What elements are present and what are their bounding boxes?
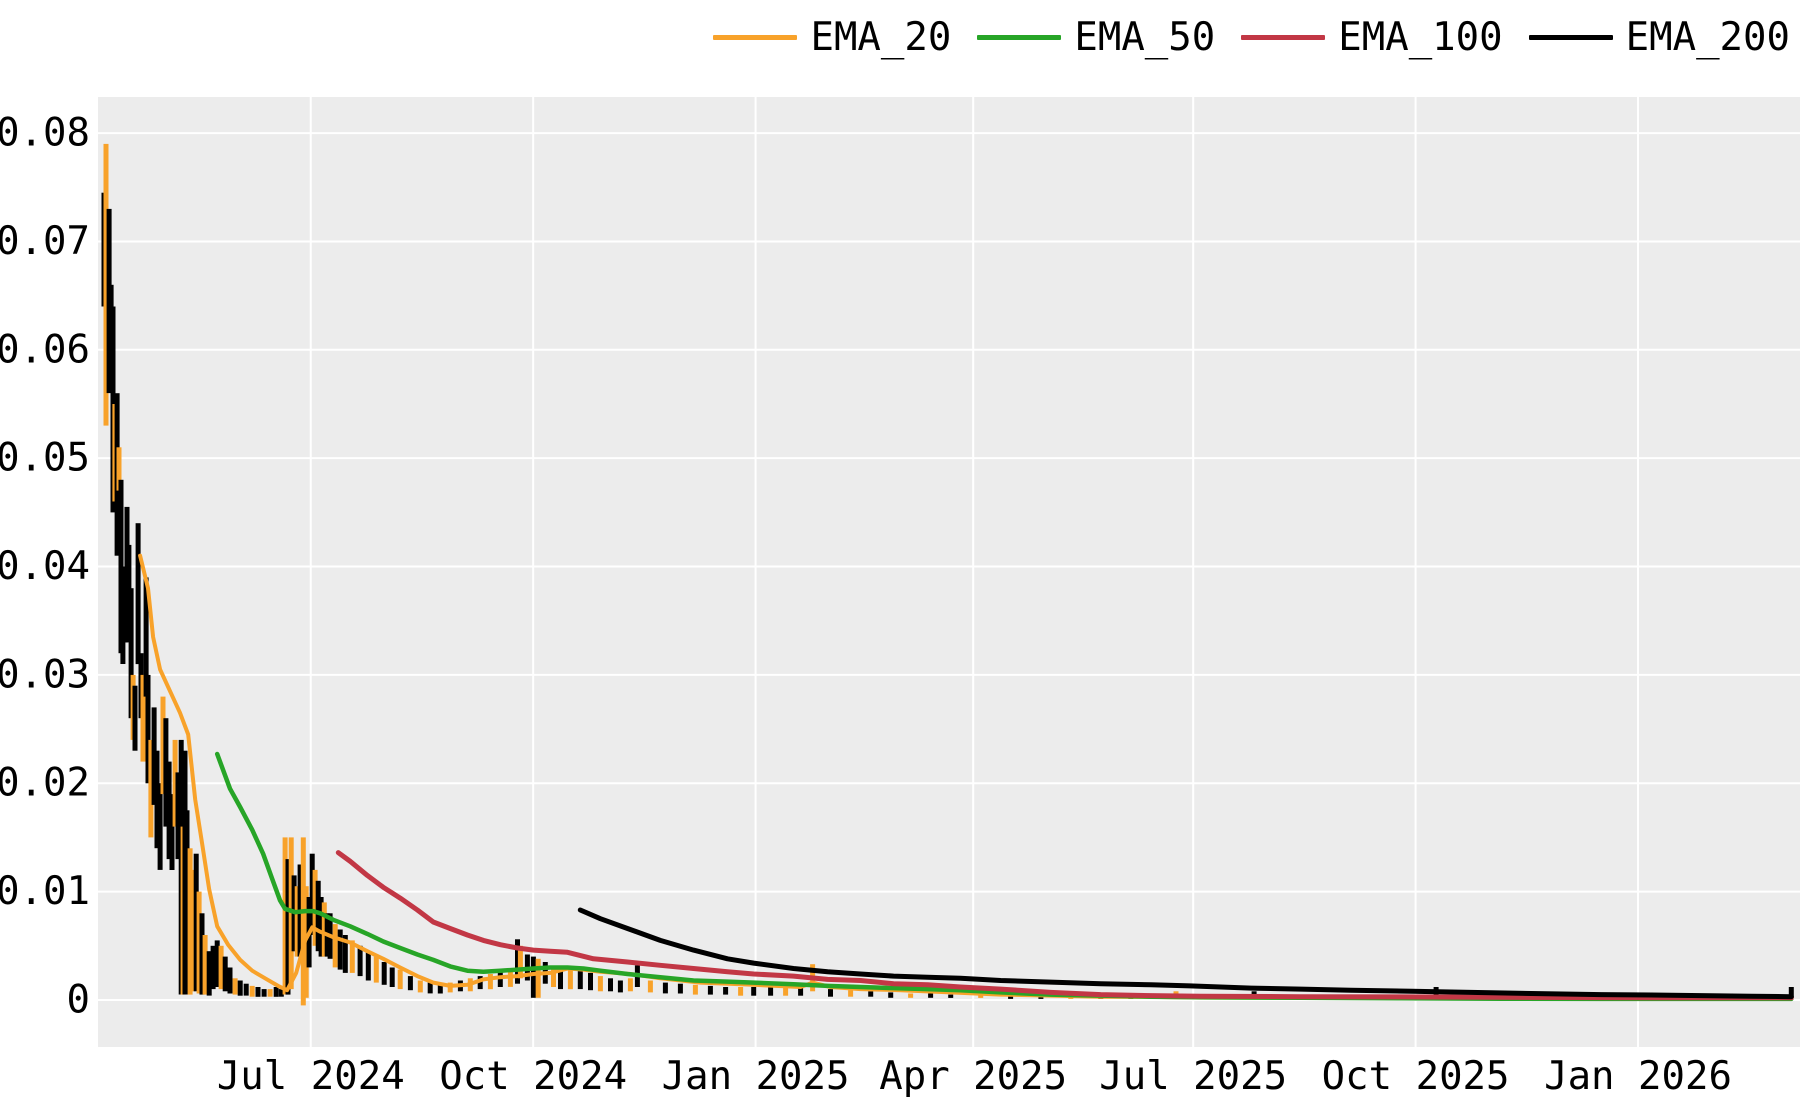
svg-text:Jul 2024: Jul 2024 [217, 1054, 405, 1099]
legend-label-ema-100: EMA_100 [1338, 15, 1503, 60]
legend-item-ema-50: EMA_50 [977, 18, 1215, 57]
svg-text:Oct 2025: Oct 2025 [1322, 1054, 1510, 1099]
svg-text:Oct 2024: Oct 2024 [439, 1054, 627, 1099]
legend-item-ema-20: EMA_20 [713, 18, 951, 57]
svg-text:Jul 2025: Jul 2025 [1099, 1054, 1287, 1099]
legend-label-ema-200: EMA_200 [1625, 15, 1790, 60]
ema-50-line-swatch-icon [977, 35, 1062, 40]
svg-text:0: 0 [67, 977, 90, 1022]
svg-text:0.08: 0.08 [0, 111, 90, 156]
svg-text:0.03: 0.03 [0, 652, 90, 697]
svg-text:Apr 2025: Apr 2025 [879, 1054, 1067, 1099]
ema-200-line-swatch-icon [1528, 35, 1613, 40]
svg-text:0.06: 0.06 [0, 327, 90, 372]
legend-item-ema-100: EMA_100 [1241, 15, 1503, 60]
ema-100-line-swatch-icon [1241, 35, 1326, 40]
legend-label-ema-50: EMA_50 [1074, 15, 1216, 60]
svg-text:Jan 2025: Jan 2025 [662, 1054, 850, 1099]
legend-label-ema-20: EMA_20 [810, 15, 952, 60]
svg-text:0.07: 0.07 [0, 219, 90, 264]
svg-text:0.01: 0.01 [0, 869, 90, 914]
svg-text:0.02: 0.02 [0, 761, 90, 806]
chart-legend: EMA_20 EMA_50 EMA_100 EMA_200 [713, 18, 1790, 57]
svg-text:0.04: 0.04 [0, 544, 90, 589]
legend-item-ema-200: EMA_200 [1528, 15, 1790, 60]
svg-text:Jan 2026: Jan 2026 [1544, 1054, 1732, 1099]
ema-20-line-swatch-icon [713, 35, 798, 40]
svg-text:0.05: 0.05 [0, 436, 90, 481]
